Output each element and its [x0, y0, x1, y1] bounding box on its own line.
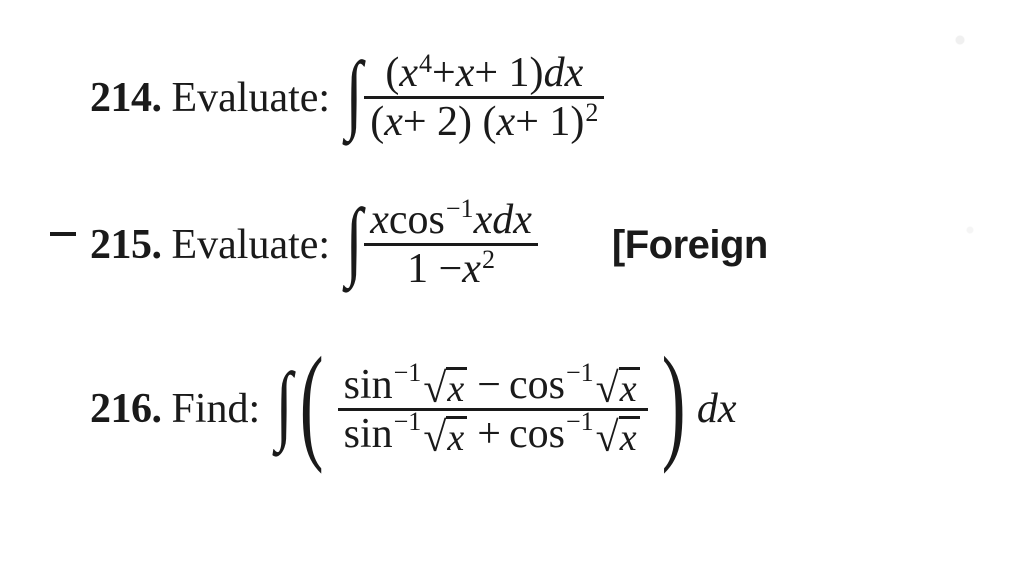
radicand: x	[446, 416, 467, 457]
paren-left: (	[300, 338, 324, 468]
plus: +	[477, 413, 501, 455]
var-x: x	[399, 52, 418, 94]
q215-number: 215.	[90, 224, 162, 266]
q215-lead: Evaluate:	[172, 224, 331, 266]
integral-sign: ∫	[346, 197, 363, 285]
fn-cos: cos	[509, 364, 565, 406]
fn-sin: sin	[344, 364, 393, 406]
var-x: x	[497, 101, 516, 143]
fn-cos: cos	[509, 413, 565, 455]
var-x: x	[462, 248, 481, 290]
var-x: x	[456, 52, 475, 94]
sqrt: √x	[423, 413, 467, 455]
var-x: x	[474, 199, 493, 241]
exp-neg1: −1	[394, 360, 422, 386]
q215-fraction: x cos−1 x dx 1 − x2	[364, 197, 538, 292]
q214-number: 214.	[90, 77, 162, 119]
problem-216: 216. Find: ∫ ( sin−1 √x − cos−1 √x sin−1…	[90, 344, 1024, 474]
integral-sign: ∫	[346, 50, 363, 138]
var-x: x	[384, 101, 403, 143]
one-minus: 1 −	[407, 248, 462, 290]
surd-icon: √	[423, 368, 446, 410]
tail: + 1)	[515, 101, 584, 143]
q215-denominator: 1 − x2	[401, 246, 501, 292]
exp-2: 2	[585, 100, 598, 126]
q214-numerator: ( x4 + x + 1) dx	[379, 50, 589, 96]
surd-icon: √	[596, 417, 619, 459]
q216-fraction: sin−1 √x − cos−1 √x sin−1 √x + cos−1 √x	[338, 362, 648, 457]
exp-4: 4	[419, 51, 432, 77]
dx: dx	[697, 388, 737, 430]
q214-fraction: ( x4 + x + 1) dx ( x + 2) ( x + 1)2	[364, 50, 604, 145]
exp-2: 2	[482, 247, 495, 273]
mid: + 2) (	[403, 101, 497, 143]
exp-neg1: −1	[566, 360, 594, 386]
scan-artifact-dash	[50, 232, 76, 236]
q216-number: 216.	[90, 388, 162, 430]
problem-214: 214. Evaluate: ∫ ( x4 + x + 1) dx ( x + …	[90, 50, 1024, 145]
tail: + 1)	[474, 52, 543, 94]
sqrt: √x	[423, 364, 467, 406]
q214-denominator: ( x + 2) ( x + 1)2	[364, 99, 604, 145]
exp-neg1: −1	[446, 196, 474, 222]
exp-neg1: −1	[394, 409, 422, 435]
dx: dx	[492, 199, 532, 241]
sqrt: √x	[596, 413, 640, 455]
minus: −	[477, 364, 501, 406]
tag-foreign: [Foreign	[612, 225, 768, 265]
surd-icon: √	[596, 368, 619, 410]
exp-neg1: −1	[566, 409, 594, 435]
sqrt: √x	[596, 364, 640, 406]
var-x: x	[370, 199, 389, 241]
radicand: x	[619, 416, 640, 457]
integral-sign: ∫	[276, 361, 293, 449]
paren-open: (	[370, 101, 384, 143]
paren-open: (	[385, 52, 399, 94]
q216-lead: Find:	[172, 388, 261, 430]
plus: +	[432, 52, 456, 94]
radicand: x	[619, 367, 640, 408]
q216-denominator: sin−1 √x + cos−1 √x	[338, 411, 648, 457]
fn-sin: sin	[344, 413, 393, 455]
q214-lead: Evaluate:	[172, 77, 331, 119]
dx: dx	[544, 52, 584, 94]
problem-215: 215. Evaluate: ∫ x cos−1 x dx 1 − x2 [Fo…	[90, 197, 1024, 292]
q215-numerator: x cos−1 x dx	[364, 197, 538, 243]
paren-right: )	[661, 338, 685, 468]
fn-cos: cos	[389, 199, 445, 241]
page: 214. Evaluate: ∫ ( x4 + x + 1) dx ( x + …	[0, 0, 1024, 561]
surd-icon: √	[423, 417, 446, 459]
q216-numerator: sin−1 √x − cos−1 √x	[338, 362, 648, 408]
radicand: x	[446, 367, 467, 408]
